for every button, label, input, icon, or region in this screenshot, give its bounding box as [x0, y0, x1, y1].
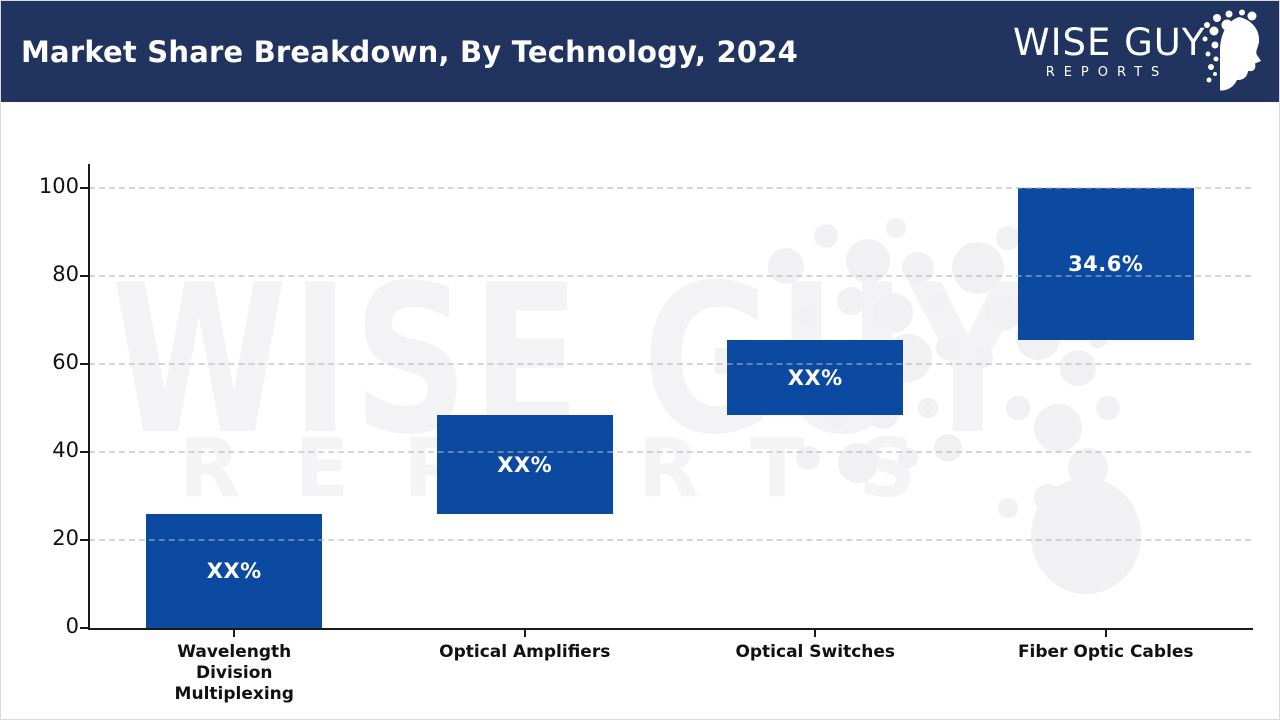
x-category-label-line: Division: [195, 663, 273, 683]
y-tick-label-80: 80: [52, 262, 79, 286]
y-tick-label-40: 40: [52, 438, 79, 462]
x-category-label-line: Wavelength: [177, 642, 292, 662]
dotted-face-profile-icon: [1202, 9, 1261, 91]
gridline-60: [89, 363, 1251, 365]
x-category-label-line: Fiber Optic Cables: [1017, 642, 1194, 662]
x-tick-mark: [814, 628, 817, 637]
brand-logo-text: WISE GUY REPORTS: [1013, 21, 1206, 81]
bar-segment: XX%: [146, 514, 323, 628]
x-category-label: Fiber Optic Cables: [1006, 642, 1206, 663]
bar-value-label: 34.6%: [1068, 252, 1144, 277]
gridline-80: [89, 275, 1251, 277]
y-tick-label-20: 20: [52, 526, 79, 550]
x-category-label: Wavelength Division Multiplexing: [134, 642, 334, 705]
x-category-label-line: Multiplexing: [174, 684, 294, 704]
header: Market Share Breakdown, By Technology, 2…: [1, 1, 1279, 102]
gridline-40: [89, 451, 1251, 453]
y-tick-label-0: 0: [65, 614, 79, 638]
brand-logo: WISE GUY REPORTS: [1013, 7, 1263, 97]
bar-value-label: XX%: [206, 559, 262, 583]
y-tick-label-100: 100: [38, 174, 79, 198]
x-axis-line: [88, 628, 1253, 630]
x-category-label-line: Optical Switches: [735, 642, 896, 662]
y-tick-mark-0: [80, 627, 89, 629]
x-category-label: Optical Switches: [715, 642, 915, 663]
y-tick-mark-80: [80, 275, 89, 277]
gridline-20: [89, 539, 1251, 541]
y-tick-mark-20: [80, 539, 89, 541]
x-tick-mark: [523, 628, 526, 637]
x-tick-mark: [233, 628, 236, 637]
x-tick-mark: [1104, 628, 1107, 637]
brand-subtitle: REPORTS: [1045, 65, 1169, 80]
x-category-label: Optical Amplifiers: [425, 642, 625, 663]
bar-segment: 34.6%: [1017, 188, 1194, 341]
bar-value-label: XX%: [497, 452, 553, 477]
gridline-100: [89, 187, 1251, 189]
y-tick-mark-40: [80, 451, 89, 453]
y-tick-label-60: 60: [52, 350, 79, 374]
y-axis-line: [88, 164, 90, 630]
brand-name: WISE GUY: [1013, 21, 1206, 64]
x-category-label-line: Optical Amplifiers: [439, 642, 611, 662]
bar-segment: XX%: [436, 415, 613, 515]
y-tick-mark-100: [80, 187, 89, 189]
page-title: Market Share Breakdown, By Technology, 2…: [21, 34, 799, 69]
bar-value-label: XX%: [787, 365, 843, 390]
y-tick-mark-60: [80, 363, 89, 365]
bar-segment: XX%: [727, 340, 904, 416]
